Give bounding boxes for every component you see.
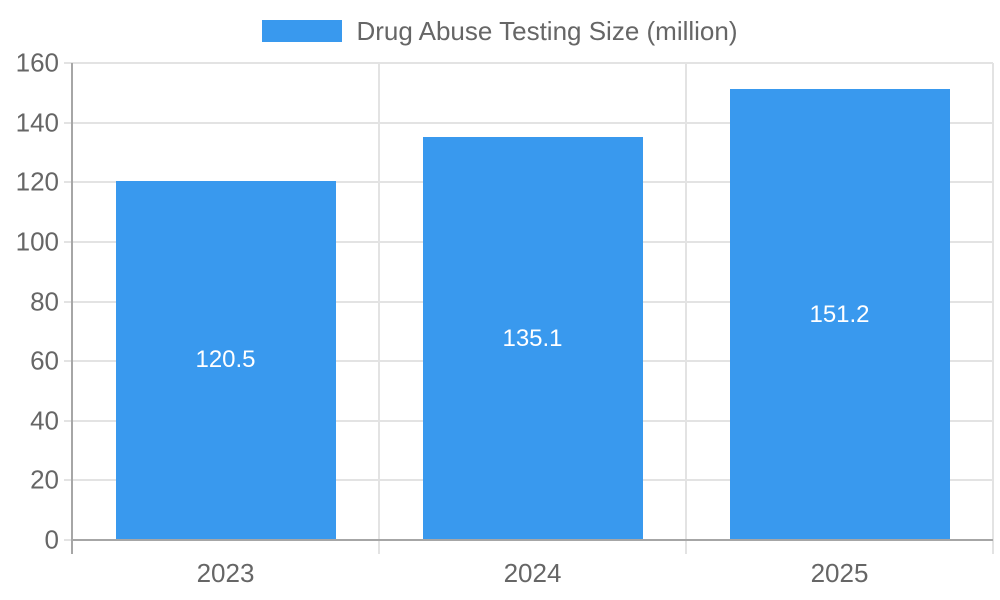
x-tick [685, 540, 687, 554]
bar-2025 [729, 89, 950, 540]
y-tick [64, 360, 72, 363]
legend[interactable]: Drug Abuse Testing Size (million) [0, 16, 1000, 46]
x-gridline [378, 63, 380, 540]
y-tick-label: 80 [30, 286, 59, 316]
bar-2023 [115, 180, 336, 540]
bar-value-label: 151.2 [809, 300, 870, 328]
y-tick-label: 160 [15, 47, 59, 78]
x-tick [992, 540, 994, 554]
bar-value-label: 120.5 [195, 346, 256, 374]
y-tick-label: 100 [15, 226, 59, 257]
y-tick [64, 539, 72, 541]
x-gridline [992, 63, 994, 540]
x-tick-label: 2025 [810, 558, 869, 588]
bar-2024 [422, 137, 643, 540]
y-tick-label: 0 [44, 524, 59, 555]
bar-value-label: 135.1 [502, 324, 563, 352]
y-tick [64, 62, 72, 64]
x-tick [378, 540, 380, 554]
y-tick-label: 40 [30, 405, 59, 436]
y-tick-label: 60 [30, 345, 59, 376]
y-tick [64, 181, 72, 184]
y-tick-label: 120 [15, 166, 59, 197]
x-tick-label: 2024 [503, 558, 562, 588]
y-tick [64, 300, 72, 303]
y-gridline [72, 62, 993, 64]
legend-label: Drug Abuse Testing Size (million) [356, 15, 738, 46]
y-tick-label: 140 [15, 107, 59, 138]
x-axis-line [71, 539, 993, 541]
y-tick-label: 20 [30, 464, 59, 495]
y-axis-line [71, 63, 73, 554]
x-gridline [685, 63, 687, 540]
y-gridline [72, 121, 993, 124]
y-tick [64, 419, 72, 422]
y-tick [64, 121, 72, 124]
legend-swatch [262, 20, 343, 42]
x-tick-label: 2023 [196, 558, 255, 588]
y-tick [64, 479, 72, 482]
y-tick [64, 240, 72, 243]
